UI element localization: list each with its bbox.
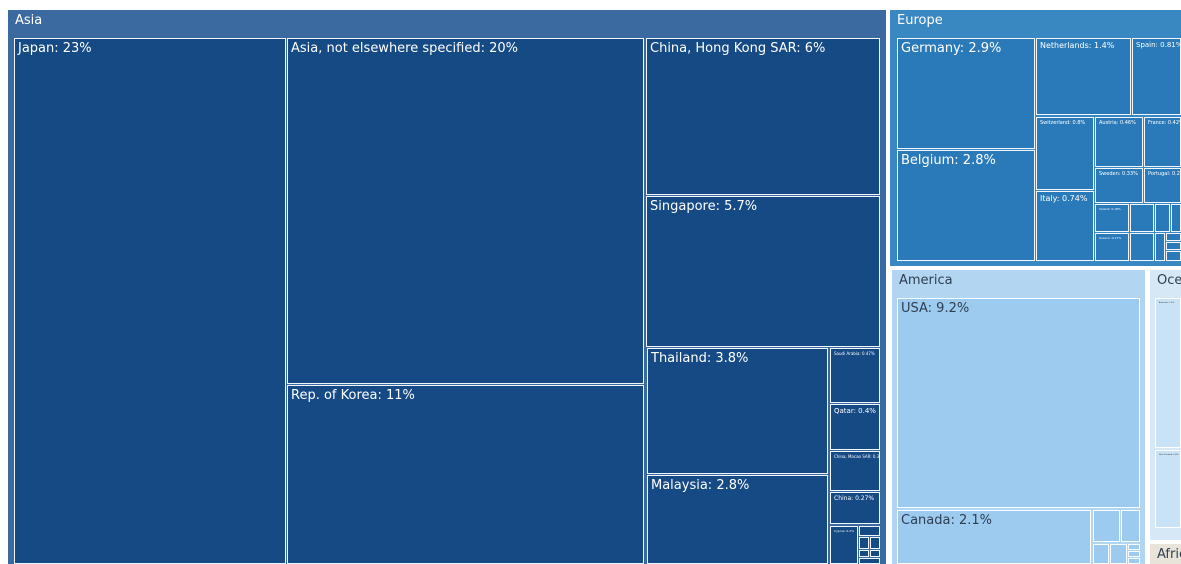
tile-label-new-zealand: New Zealand: 0.6%: [1159, 454, 1179, 456]
tile-small-america-4[interactable]: [1128, 544, 1140, 550]
tile-label-cyprus: Cyprus: 0.2%: [834, 529, 855, 533]
tile-australia[interactable]: Australia: 1.4%: [1155, 298, 1181, 448]
tile-small-europe-1[interactable]: [1155, 204, 1170, 232]
tile-label-qatar: Qatar: 0.4%: [834, 407, 876, 415]
tile-small-europe-0[interactable]: [1130, 204, 1154, 232]
tile-small-europe-5[interactable]: [1166, 233, 1181, 241]
tile-label-saudi-arabia: Saudi Arabia: 0.47%: [834, 351, 875, 356]
tile-label-canada: Canada: 2.1%: [901, 513, 993, 528]
tile-ireland[interactable]: Ireland: 0.18%: [1095, 204, 1129, 232]
tile-label-australia: Australia: 1.4%: [1159, 302, 1175, 304]
tile-label-austria: Austria: 0.46%: [1099, 120, 1136, 126]
tile-small-europe-6[interactable]: [1166, 242, 1181, 250]
tile-label-usa: USA: 9.2%: [901, 301, 970, 316]
tile-label-germany: Germany: 2.9%: [901, 41, 1002, 56]
tile-label-spain: Spain: 0.81%: [1136, 41, 1181, 49]
tile-label-thailand: Thailand: 3.8%: [651, 351, 749, 366]
tile-small-america-0[interactable]: [1093, 510, 1120, 542]
tile-label-italy: Italy: 0.74%: [1040, 194, 1088, 203]
tile-spain[interactable]: Spain: 0.81%: [1132, 38, 1181, 115]
tile-germany[interactable]: Germany: 2.9%: [897, 38, 1035, 149]
tile-label-malaysia: Malaysia: 2.8%: [651, 478, 750, 493]
region-label-europe: Europe: [897, 13, 943, 28]
tile-china-macao-sar[interactable]: China, Macao SAR: 0.3%: [830, 451, 880, 491]
region-label-asia: Asia: [15, 13, 43, 28]
tile-label-belgium: Belgium: 2.8%: [901, 153, 996, 168]
region-africa[interactable]: Afric: [1150, 544, 1181, 564]
tile-label-china: China: 0.27%: [834, 495, 875, 502]
tile-saudi-arabia[interactable]: Saudi Arabia: 0.47%: [830, 348, 880, 403]
tile-label-ireland: Ireland: 0.18%: [1099, 207, 1121, 211]
tile-greece[interactable]: Greece: 0.17%: [1095, 233, 1129, 261]
tile-sweden[interactable]: Sweden: 0.33%: [1095, 168, 1143, 203]
tile-small-america-2[interactable]: [1093, 544, 1109, 564]
tile-label-portugal: Portugal: 0.29%: [1148, 171, 1180, 177]
tile-small-asia-4[interactable]: [870, 550, 880, 557]
tile-cyprus[interactable]: Cyprus: 0.2%: [830, 526, 858, 564]
tile-canada[interactable]: Canada: 2.1%: [897, 510, 1091, 564]
tile-small-europe-2[interactable]: [1171, 204, 1181, 232]
tile-small-europe-3[interactable]: [1130, 233, 1154, 261]
tile-china-hong-kong-sar[interactable]: China, Hong Kong SAR: 6%: [646, 38, 880, 195]
tile-thailand[interactable]: Thailand: 3.8%: [647, 348, 828, 474]
tile-austria[interactable]: Austria: 0.46%: [1095, 117, 1143, 167]
tile-italy[interactable]: Italy: 0.74%: [1036, 191, 1094, 261]
region-label-africa: Afric: [1157, 547, 1181, 562]
tile-belgium[interactable]: Belgium: 2.8%: [897, 150, 1035, 261]
tile-small-asia-0[interactable]: [859, 526, 880, 536]
tile-small-asia-3[interactable]: [859, 550, 869, 557]
tile-label-china-macao-sar: China, Macao SAR: 0.3%: [834, 454, 880, 459]
tile-label-asia-not-elsewhere-specified: Asia, not elsewhere specified: 20%: [291, 41, 518, 56]
tile-label-singapore: Singapore: 5.7%: [650, 199, 758, 214]
tile-label-netherlands: Netherlands: 1.4%: [1040, 41, 1115, 50]
tile-small-europe-7[interactable]: [1166, 251, 1181, 261]
tile-japan[interactable]: Japan: 23%: [14, 38, 286, 564]
tile-france[interactable]: France: 0.42%: [1144, 117, 1181, 167]
tile-qatar[interactable]: Qatar: 0.4%: [830, 404, 880, 450]
region-label-america: America: [899, 273, 953, 288]
tile-small-america-5[interactable]: [1128, 551, 1140, 557]
tile-usa[interactable]: USA: 9.2%: [897, 298, 1140, 508]
tile-label-rep-of-korea: Rep. of Korea: 11%: [291, 388, 415, 403]
tile-small-america-6[interactable]: [1128, 558, 1140, 564]
tile-new-zealand[interactable]: New Zealand: 0.6%: [1155, 450, 1181, 528]
tile-small-asia-2[interactable]: [870, 537, 880, 549]
region-label-oceania: Oceani: [1157, 273, 1181, 288]
tile-asia-not-elsewhere-specified[interactable]: Asia, not elsewhere specified: 20%: [287, 38, 644, 384]
tile-switzerland[interactable]: Switzerland: 0.8%: [1036, 117, 1094, 190]
tile-malaysia[interactable]: Malaysia: 2.8%: [647, 475, 828, 564]
tile-rep-of-korea[interactable]: Rep. of Korea: 11%: [287, 385, 644, 564]
tile-label-china-hong-kong-sar: China, Hong Kong SAR: 6%: [650, 41, 826, 56]
tile-label-switzerland: Switzerland: 0.8%: [1040, 120, 1086, 126]
tile-small-america-1[interactable]: [1121, 510, 1140, 542]
tile-portugal[interactable]: Portugal: 0.29%: [1144, 168, 1181, 203]
tile-small-asia-5[interactable]: [859, 558, 880, 564]
tile-small-asia-1[interactable]: [859, 537, 869, 549]
tile-label-japan: Japan: 23%: [18, 41, 92, 56]
tile-label-sweden: Sweden: 0.33%: [1099, 171, 1138, 177]
tile-label-greece: Greece: 0.17%: [1099, 236, 1122, 240]
tile-china[interactable]: China: 0.27%: [830, 492, 880, 524]
tile-singapore[interactable]: Singapore: 5.7%: [646, 196, 880, 347]
tile-label-france: France: 0.42%: [1148, 120, 1181, 126]
tile-small-america-3[interactable]: [1110, 544, 1127, 564]
tile-netherlands[interactable]: Netherlands: 1.4%: [1036, 38, 1131, 115]
tile-small-europe-4[interactable]: [1155, 233, 1165, 261]
